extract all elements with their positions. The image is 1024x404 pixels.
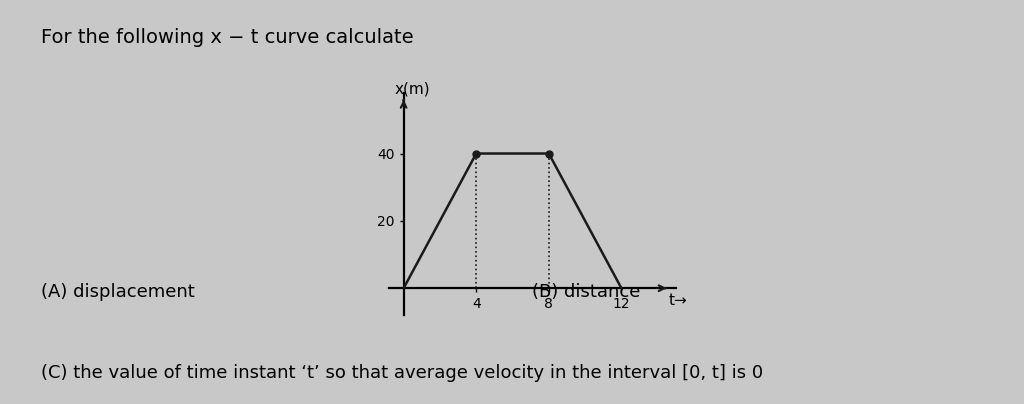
Text: t→: t→	[669, 293, 687, 308]
Text: x(m): x(m)	[394, 81, 430, 96]
Text: (B) distance: (B) distance	[532, 283, 641, 301]
Text: (A) displacement: (A) displacement	[41, 283, 195, 301]
Text: (C) the value of time instant ‘t’ so that average velocity in the interval [0, t: (C) the value of time instant ‘t’ so tha…	[41, 364, 763, 382]
Text: For the following x − t curve calculate: For the following x − t curve calculate	[41, 28, 414, 47]
